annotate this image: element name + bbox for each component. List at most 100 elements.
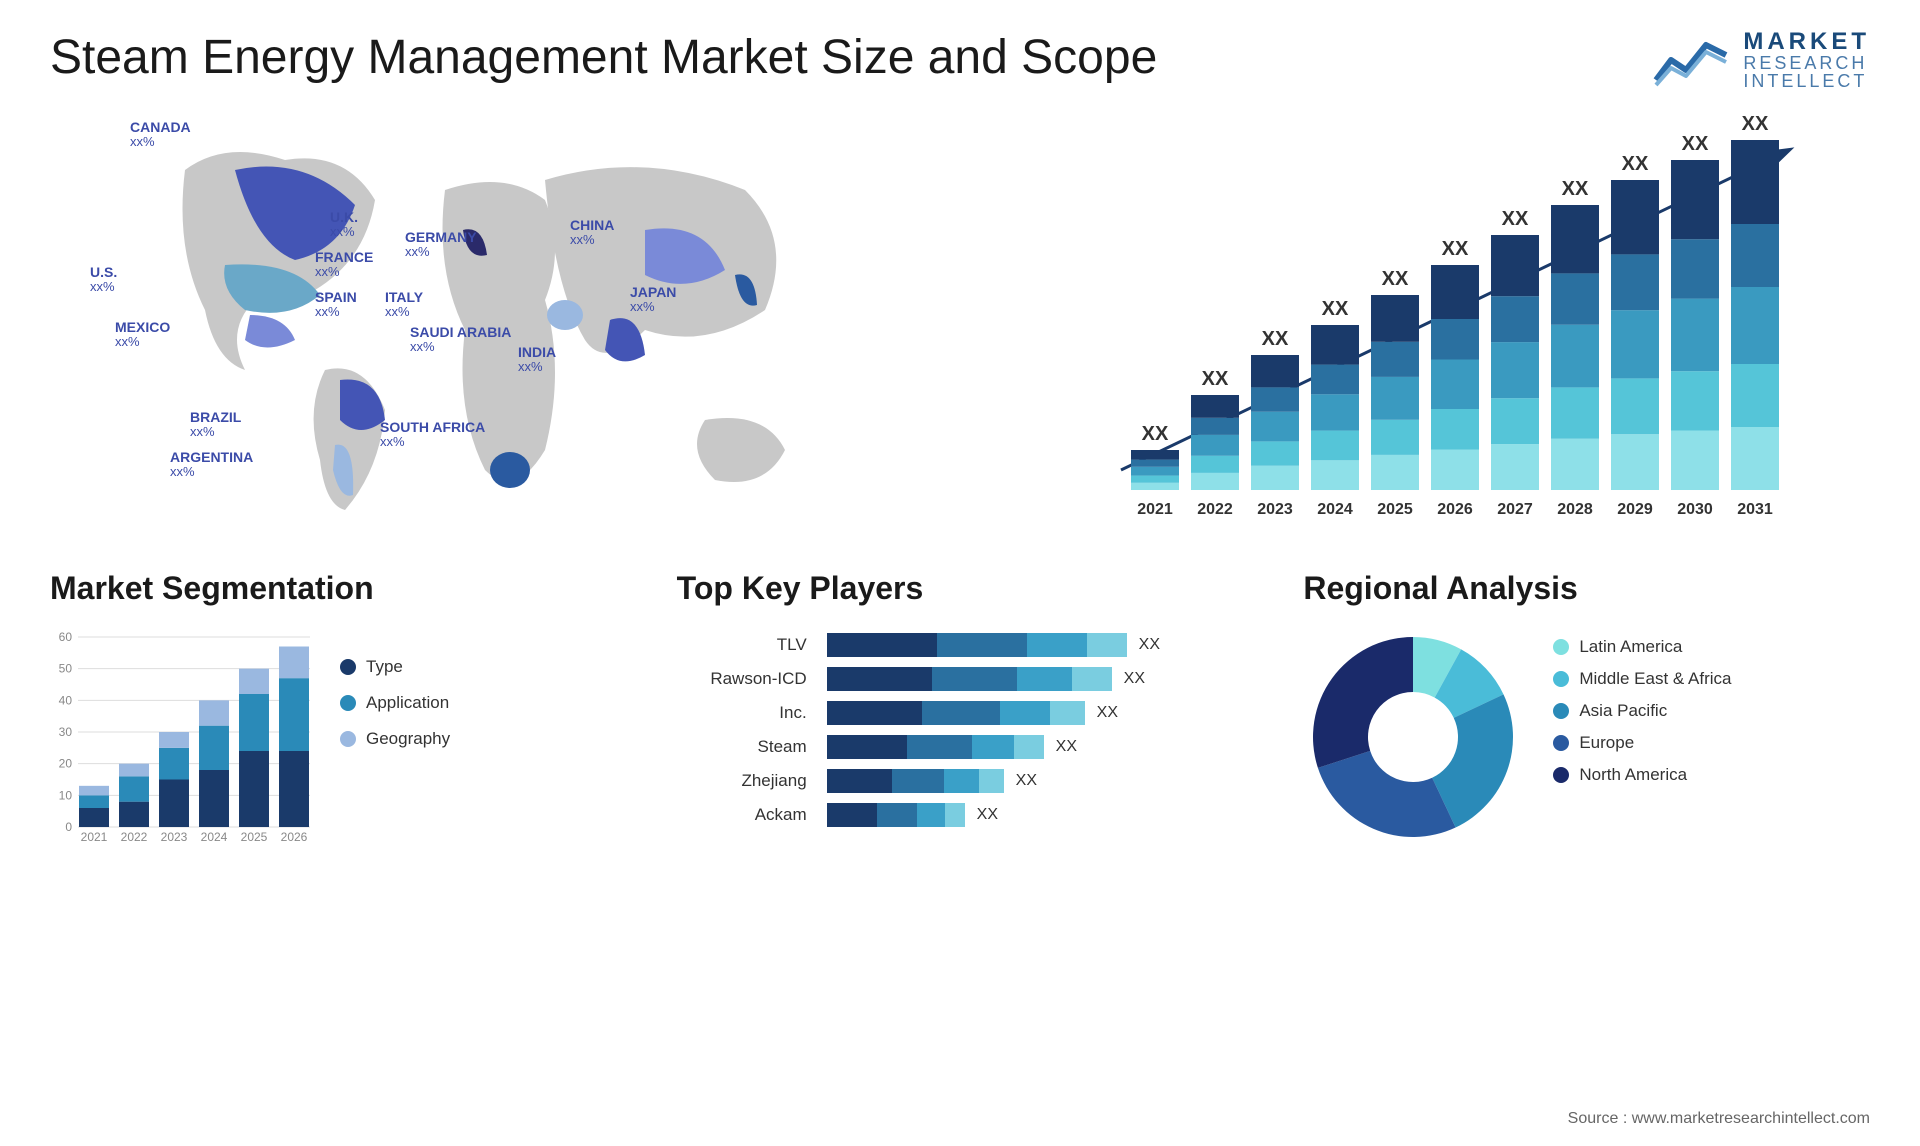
map-label: ITALYxx% xyxy=(385,290,423,320)
svg-text:40: 40 xyxy=(59,693,73,707)
player-value: XX xyxy=(1124,670,1145,688)
seg-bar-seg xyxy=(199,770,229,827)
growth-bar-seg xyxy=(1551,205,1599,273)
seg-bar-seg xyxy=(159,780,189,828)
logo-text-2: RESEARCH xyxy=(1743,54,1870,72)
player-bar xyxy=(827,701,1085,725)
map-label: FRANCExx% xyxy=(315,250,373,280)
seg-bar-seg xyxy=(79,786,109,796)
player-row: XX xyxy=(827,631,1244,659)
regional-legend-item: North America xyxy=(1553,765,1731,785)
map-brazil xyxy=(340,380,385,431)
growth-bar-seg xyxy=(1551,387,1599,438)
growth-bar-seg xyxy=(1131,460,1179,467)
growth-bar-seg xyxy=(1251,355,1299,387)
growth-bar-label: XX xyxy=(1622,153,1649,175)
seg-bar-seg xyxy=(239,669,269,694)
player-bar-seg xyxy=(827,803,877,827)
regional-legend-item: Asia Pacific xyxy=(1553,701,1731,721)
player-value: XX xyxy=(1097,704,1118,722)
growth-year-label: 2021 xyxy=(1137,501,1173,518)
player-bar-seg xyxy=(827,735,907,759)
player-row: XX xyxy=(827,767,1244,795)
growth-bar-seg xyxy=(1731,364,1779,427)
growth-year-label: 2022 xyxy=(1197,501,1233,518)
growth-year-label: 2023 xyxy=(1257,501,1293,518)
segmentation-title: Market Segmentation xyxy=(50,570,617,607)
growth-bar-seg xyxy=(1371,377,1419,420)
player-bar-seg xyxy=(944,769,979,793)
player-bar-seg xyxy=(827,701,922,725)
seg-legend-item: Application xyxy=(340,693,450,713)
growth-year-label: 2029 xyxy=(1617,501,1653,518)
growth-year-label: 2030 xyxy=(1677,501,1713,518)
map-label: U.K.xx% xyxy=(330,210,358,240)
regional-legend-item: Middle East & Africa xyxy=(1553,669,1731,689)
growth-bar-seg xyxy=(1311,394,1359,430)
map-mexico xyxy=(245,315,295,348)
player-name: Ackam xyxy=(677,801,807,829)
map-label: CHINAxx% xyxy=(570,218,614,248)
growth-year-label: 2026 xyxy=(1437,501,1473,518)
map-safrica xyxy=(490,452,530,488)
growth-bar-seg xyxy=(1191,395,1239,418)
legend-dot-icon xyxy=(1553,639,1569,655)
player-bar-seg xyxy=(932,667,1017,691)
legend-dot-icon xyxy=(1553,735,1569,751)
growth-bar-seg xyxy=(1671,239,1719,298)
growth-bar-seg xyxy=(1731,287,1779,364)
players-labels: TLVRawson-ICDInc.SteamZhejiangAckam xyxy=(677,627,807,829)
players-section: Top Key Players TLVRawson-ICDInc.SteamZh… xyxy=(677,570,1244,850)
player-bar-seg xyxy=(1027,633,1087,657)
growth-bar-seg xyxy=(1371,420,1419,455)
player-name: Rawson-ICD xyxy=(677,665,807,693)
growth-bar-seg xyxy=(1191,473,1239,490)
growth-bar-seg xyxy=(1431,409,1479,450)
map-label: BRAZILxx% xyxy=(190,410,241,440)
growth-year-label: 2028 xyxy=(1557,501,1593,518)
growth-bar-label: XX xyxy=(1502,208,1529,230)
player-name: Inc. xyxy=(677,699,807,727)
svg-text:2023: 2023 xyxy=(161,830,188,844)
logo: MARKET RESEARCH INTELLECT xyxy=(1651,30,1870,90)
player-row: XX xyxy=(827,665,1244,693)
growth-bar-seg xyxy=(1431,319,1479,360)
growth-bar-seg xyxy=(1371,295,1419,342)
source-text: Source : www.marketresearchintellect.com xyxy=(1568,1110,1870,1128)
seg-bar-seg xyxy=(119,776,149,801)
growth-bar-seg xyxy=(1431,360,1479,410)
player-bar-seg xyxy=(917,803,945,827)
player-bar-seg xyxy=(1014,735,1044,759)
regional-legend-item: Europe xyxy=(1553,733,1731,753)
growth-year-label: 2025 xyxy=(1377,501,1413,518)
map-label: SAUDI ARABIAxx% xyxy=(410,325,511,355)
growth-bar-seg xyxy=(1611,378,1659,434)
growth-bar-seg xyxy=(1371,342,1419,377)
growth-bar-seg xyxy=(1251,466,1299,490)
player-bar-seg xyxy=(922,701,1000,725)
player-bar xyxy=(827,735,1044,759)
player-row: XX xyxy=(827,733,1244,761)
player-bar xyxy=(827,667,1112,691)
growth-bar-label: XX xyxy=(1262,328,1289,350)
svg-text:20: 20 xyxy=(59,757,73,771)
donut-slice xyxy=(1313,637,1413,768)
legend-dot-icon xyxy=(340,695,356,711)
map-label: CANADAxx% xyxy=(130,120,191,150)
map-label: JAPANxx% xyxy=(630,285,676,315)
page-title: Steam Energy Management Market Size and … xyxy=(50,30,1157,85)
players-bars: XXXXXXXXXXXX xyxy=(827,627,1244,829)
growth-bar-seg xyxy=(1671,299,1719,372)
growth-bar-seg xyxy=(1131,483,1179,490)
svg-text:0: 0 xyxy=(65,820,72,834)
growth-bar-seg xyxy=(1731,140,1779,224)
seg-bar-seg xyxy=(239,751,269,827)
growth-bar-label: XX xyxy=(1742,113,1769,135)
legend-label: Application xyxy=(366,693,449,713)
growth-bar-seg xyxy=(1551,439,1599,490)
map-label: SOUTH AFRICAxx% xyxy=(380,420,485,450)
growth-bar-seg xyxy=(1131,476,1179,483)
growth-year-label: 2031 xyxy=(1737,501,1773,518)
seg-bar-seg xyxy=(79,808,109,827)
growth-bar-seg xyxy=(1131,450,1179,460)
